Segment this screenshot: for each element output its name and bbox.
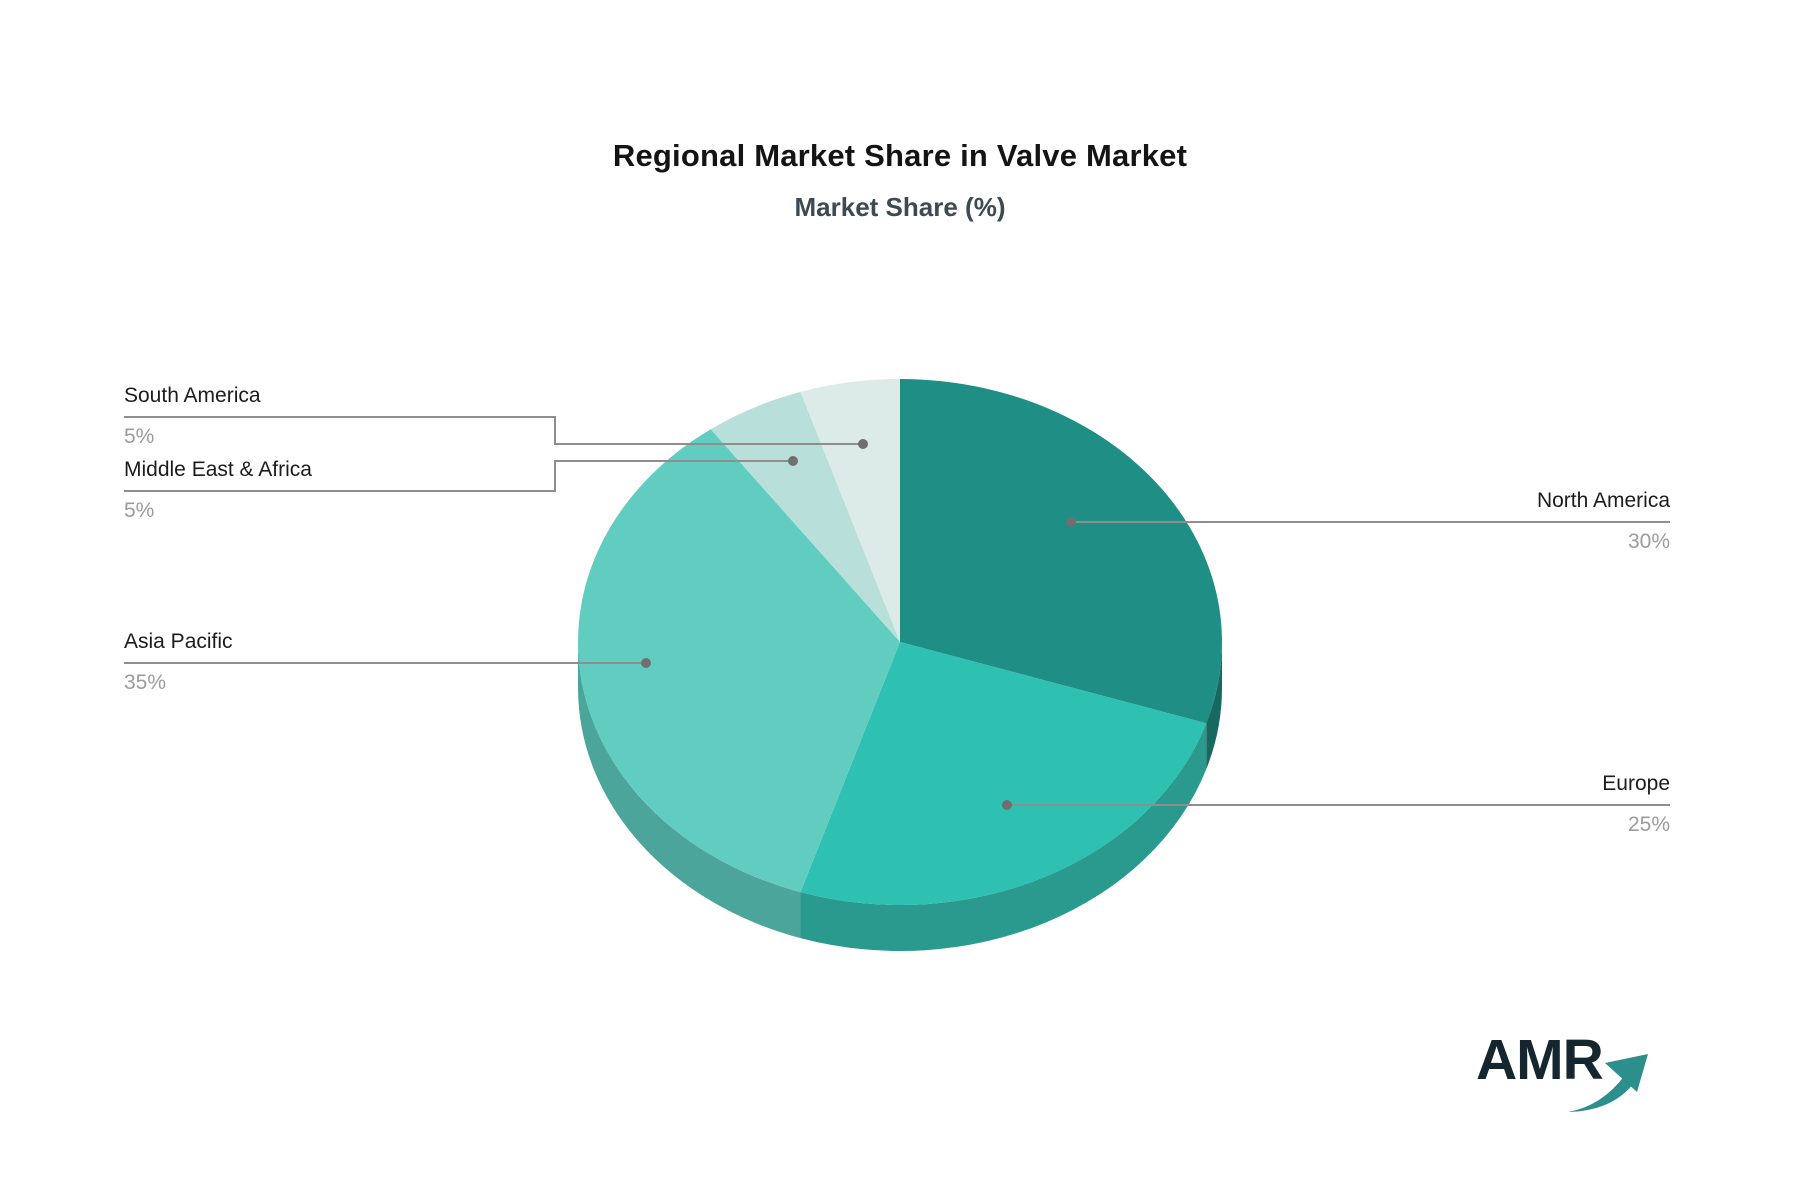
pie-slice-side-europe xyxy=(800,723,1207,952)
slice-label-north-america: North America xyxy=(1536,489,1670,512)
slice-value-south-america: 5% xyxy=(124,425,155,448)
pie-slice-side-asia-pacific xyxy=(578,642,801,939)
connector-dot-middle-east-and-africa xyxy=(788,456,798,466)
slice-value-europe: 25% xyxy=(1627,813,1670,836)
slice-value-middle-east-and-africa: 5% xyxy=(124,499,155,522)
amr-logo: AMR xyxy=(1470,1030,1690,1130)
chart-title: Regional Market Share in Valve Market xyxy=(612,138,1188,173)
connector-dot-europe xyxy=(1002,800,1012,810)
slice-value-north-america: 30% xyxy=(1627,530,1670,553)
amr-logo-text: AMR xyxy=(1476,1028,1604,1092)
slice-label-south-america: South America xyxy=(124,384,261,407)
connector-dot-north-america xyxy=(1066,517,1076,527)
connector-line-middle-east-and-africa xyxy=(124,460,793,492)
slice-value-asia-pacific: 35% xyxy=(124,671,167,694)
slice-label-middle-east-and-africa: Middle East & Africa xyxy=(124,458,312,481)
pie-slice-side-north-america xyxy=(1206,642,1222,770)
chart-subtitle: Market Share (%) xyxy=(794,192,1006,222)
connector-line-south-america xyxy=(124,416,863,445)
pie-slice-asia-pacific[interactable] xyxy=(577,429,900,893)
logo-arrow-icon xyxy=(1568,1054,1648,1112)
pie-slice-north-america[interactable] xyxy=(900,379,1222,724)
pie-slice-europe[interactable] xyxy=(800,642,1207,906)
slice-label-asia-pacific: Asia Pacific xyxy=(124,630,233,653)
slice-label-europe: Europe xyxy=(1602,772,1670,795)
connector-dot-south-america xyxy=(858,439,868,449)
connector-dot-asia-pacific xyxy=(641,658,651,668)
pie-slice-middle-east-and-africa[interactable] xyxy=(710,391,900,642)
